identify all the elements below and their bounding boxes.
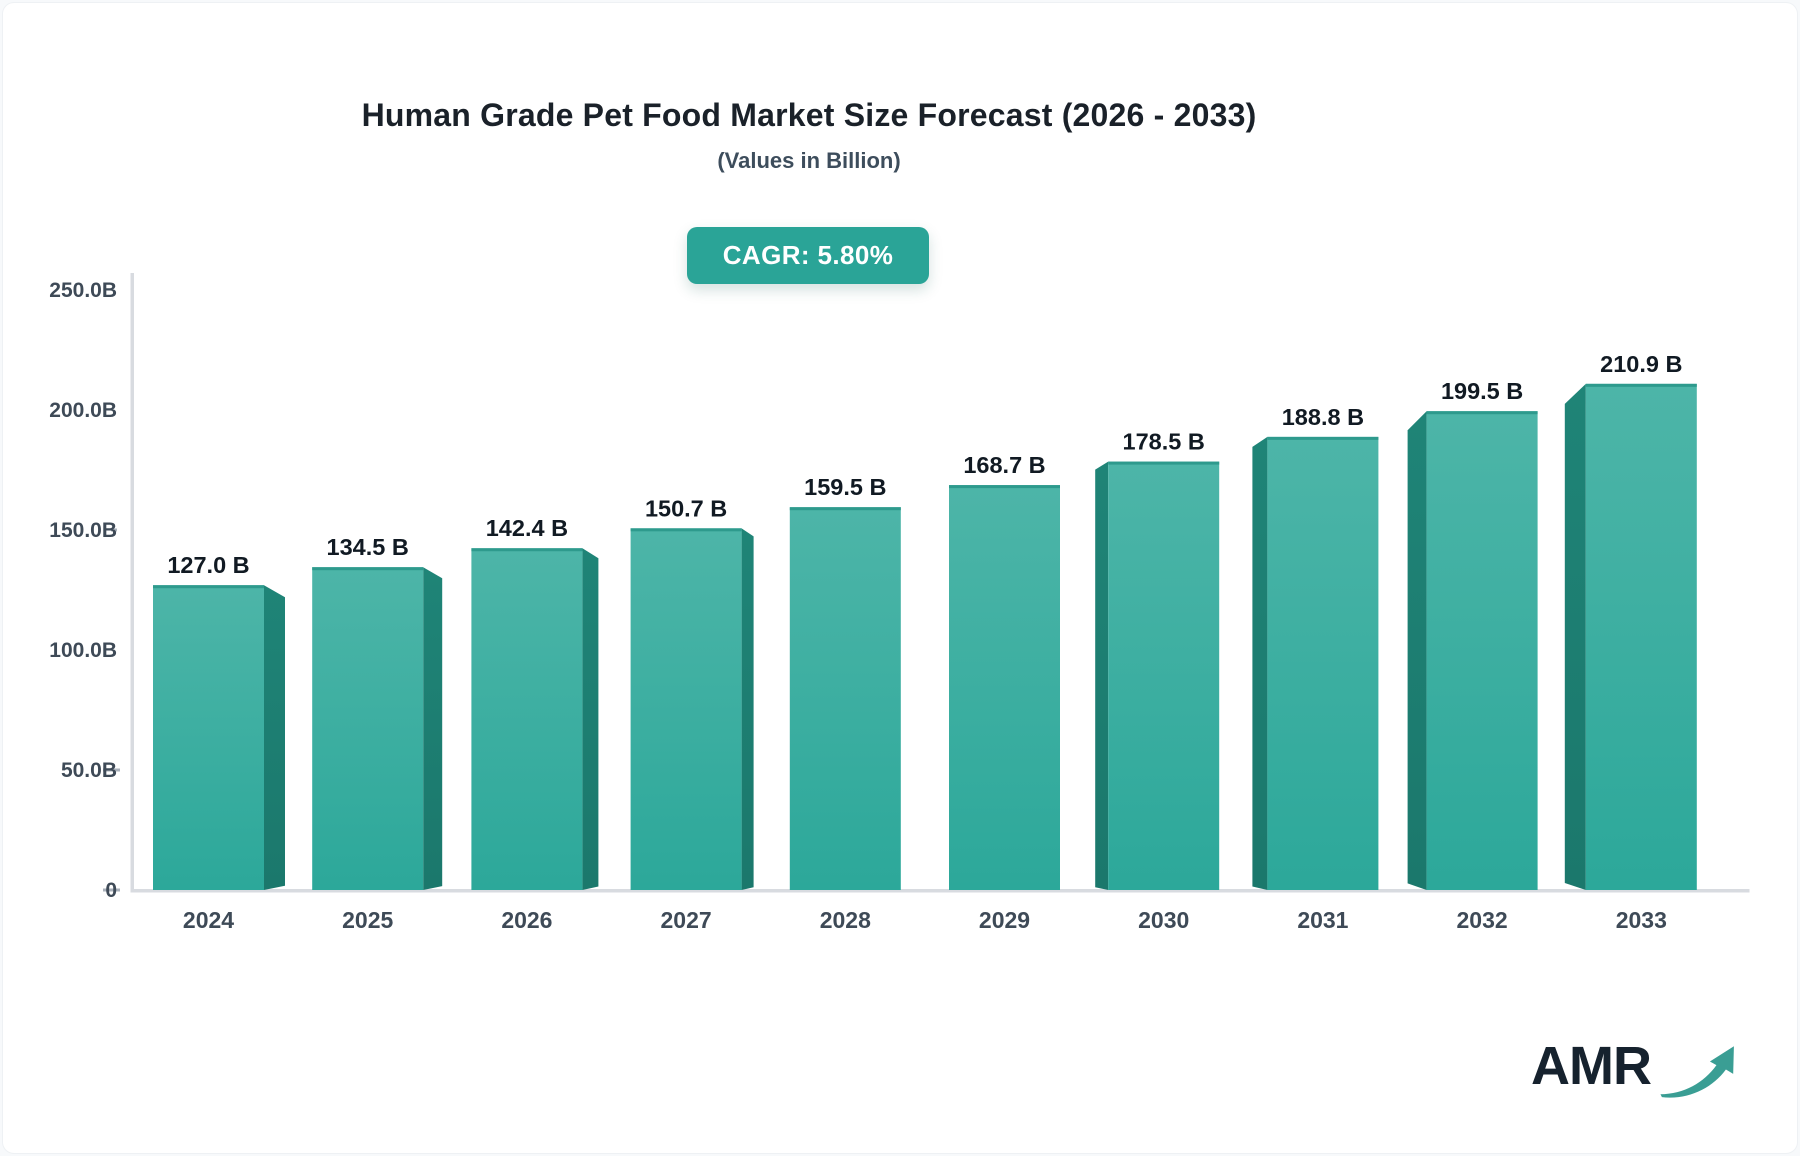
bar-side-face <box>423 567 443 890</box>
bar-2033 <box>1585 383 1697 890</box>
bar-top-edge <box>630 528 742 532</box>
bar-top-edge <box>949 485 1060 489</box>
x-axis-label: 2029 <box>979 907 1030 933</box>
x-axis-line <box>130 889 1750 893</box>
amr-logo-text: AMR <box>1531 1036 1652 1096</box>
bar-2029 <box>949 485 1060 890</box>
chart-header: Human Grade Pet Food Market Size Forecas… <box>5 97 1613 174</box>
bar-2027 <box>630 528 742 890</box>
bar-side-face <box>1407 411 1427 890</box>
cagr-badge: CAGR: 5.80% <box>687 227 929 284</box>
bar-top-edge <box>1108 461 1220 465</box>
bar-top-edge <box>153 585 264 589</box>
x-axis-label: 2026 <box>501 907 552 933</box>
x-axis-label: 2028 <box>820 907 871 933</box>
x-axis-label: 2027 <box>661 907 712 933</box>
labels: 250.0B 200.0B 150.0B 100.0B 50.0B 0 127.0 B 202… <box>49 279 1682 933</box>
bar-value-label: 127.0 B <box>167 552 249 578</box>
chart-title: Human Grade Pet Food Market Size Forecas… <box>361 97 1257 133</box>
y-tick-mark <box>103 768 120 772</box>
bar-value-label: 142.4 B <box>486 515 568 541</box>
y-tick-label: 200.0B <box>49 399 117 422</box>
x-axis-label: 2024 <box>183 907 234 933</box>
bar-top-edge <box>1426 411 1538 415</box>
x-axis-label: 2030 <box>1138 907 1189 933</box>
bar-value-label: 150.7 B <box>645 495 727 521</box>
x-axis-label: 2025 <box>342 907 393 933</box>
y-tick-label: 0 <box>105 879 117 902</box>
growth-arrow-icon <box>1660 1046 1734 1098</box>
bar-value-label: 210.9 B <box>1600 351 1682 377</box>
bar-value-label: 159.5 B <box>804 474 886 500</box>
cagr-badge-label: CAGR: 5.80% <box>722 240 894 270</box>
bar-top-edge <box>1267 436 1379 440</box>
y-tick-mark <box>103 888 120 892</box>
y-tick-mark <box>111 528 117 532</box>
axes <box>103 273 1750 893</box>
bar-top-edge <box>789 507 901 511</box>
bar-2028 <box>789 507 901 890</box>
x-axis-label: 2031 <box>1297 907 1348 933</box>
y-tick-label: 250.0B <box>49 279 117 302</box>
bar-side-face <box>264 585 285 890</box>
bar-top-edge <box>1585 383 1697 387</box>
bar-side-face <box>1095 461 1109 890</box>
bar-side-face <box>741 528 754 890</box>
y-tick-label: 100.0B <box>49 639 117 662</box>
y-tick-label: 50.0B <box>61 759 117 782</box>
bar-value-label: 188.8 B <box>1282 404 1364 430</box>
bar-2030 <box>1108 461 1220 890</box>
bar-chart: 250.0B 200.0B 150.0B 100.0B 50.0B 0 127.0 B 202… <box>49 273 1750 933</box>
bar-side-face <box>1564 383 1586 890</box>
bar-value-label: 178.5 B <box>1123 429 1205 455</box>
amr-logo: AMR <box>1531 1025 1751 1125</box>
bar-2024 <box>153 585 264 890</box>
x-axis-label: 2032 <box>1457 907 1508 933</box>
y-axis-line <box>130 273 134 892</box>
bars <box>153 383 1697 890</box>
bar-2032 <box>1426 411 1538 890</box>
bar-2031 <box>1267 436 1379 890</box>
bar-top-edge <box>471 548 583 552</box>
bar-value-label: 134.5 B <box>327 534 409 560</box>
bar-2025 <box>312 567 424 890</box>
chart-subtitle: (Values in Billion) <box>717 148 901 173</box>
x-axis-label: 2033 <box>1616 907 1667 933</box>
bar-value-label: 168.7 B <box>963 452 1045 478</box>
bar-top-edge <box>312 567 424 571</box>
bar-value-label: 199.5 B <box>1441 378 1523 404</box>
bar-side-face <box>1252 436 1268 890</box>
bar-2026 <box>471 548 583 890</box>
y-tick-label: 150.0B <box>49 519 117 542</box>
bar-side-face <box>582 548 599 890</box>
